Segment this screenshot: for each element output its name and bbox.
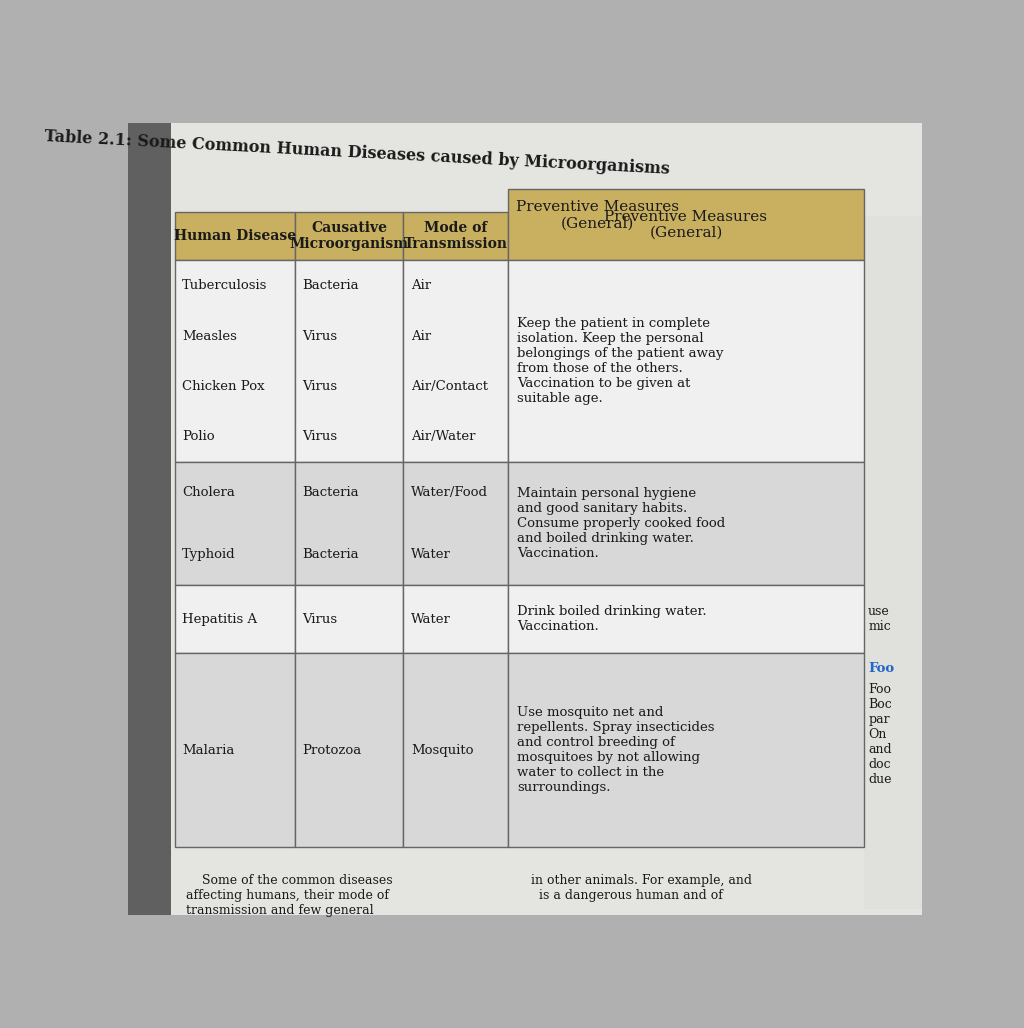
Text: Foo: Foo (868, 662, 894, 675)
Bar (403, 212, 508, 260)
Bar (403, 653, 508, 847)
Text: Chicken Pox: Chicken Pox (182, 380, 265, 393)
Text: Mosquito: Mosquito (411, 743, 473, 757)
Bar (403, 585, 508, 653)
Text: Air: Air (411, 280, 431, 292)
Bar (295, 463, 403, 585)
Bar (295, 260, 403, 463)
Text: Table 2.1: Some Common Human Diseases caused by Microorganisms: Table 2.1: Some Common Human Diseases ca… (44, 127, 671, 178)
Text: use
mic: use mic (868, 605, 891, 633)
Text: Virus: Virus (302, 613, 338, 626)
Text: Polio: Polio (182, 431, 215, 443)
Bar (403, 463, 508, 585)
Text: Foo
Boc
par
On
and
doc
due: Foo Boc par On and doc due (868, 684, 892, 786)
Bar (508, 585, 864, 653)
Bar (295, 585, 403, 653)
Bar (295, 653, 403, 847)
Text: Typhoid: Typhoid (182, 548, 236, 561)
Text: Tuberculosis: Tuberculosis (182, 280, 267, 292)
Text: Virus: Virus (302, 431, 338, 443)
Text: Air/Contact: Air/Contact (411, 380, 487, 393)
Text: Preventive Measures
(General): Preventive Measures (General) (604, 210, 768, 240)
Bar (508, 463, 864, 585)
Text: Drink boiled drinking water.
Vaccination.: Drink boiled drinking water. Vaccination… (517, 605, 707, 633)
Text: Water: Water (411, 548, 451, 561)
Bar (508, 260, 864, 463)
Text: Mode of
Transmission: Mode of Transmission (403, 221, 508, 251)
Text: in other animals. For example, and
  is a dangerous human and of: in other animals. For example, and is a … (531, 874, 752, 903)
Bar (295, 212, 403, 260)
Text: Bacteria: Bacteria (302, 548, 359, 561)
Text: Air: Air (411, 330, 431, 342)
Text: Measles: Measles (182, 330, 238, 342)
Text: Cholera: Cholera (182, 486, 236, 500)
Text: Hepatitis A: Hepatitis A (182, 613, 257, 626)
Text: Causative
Microorganism: Causative Microorganism (290, 221, 409, 251)
Text: Water: Water (411, 613, 451, 626)
Text: Air/Water: Air/Water (411, 431, 475, 443)
Text: Preventive Measures
(General): Preventive Measures (General) (515, 200, 679, 230)
Bar (174, 212, 295, 260)
Bar (864, 216, 922, 909)
Text: Use mosquito net and
repellents. Spray insecticides
and control breeding of
mosq: Use mosquito net and repellents. Spray i… (517, 706, 715, 795)
Text: Bacteria: Bacteria (302, 280, 359, 292)
Bar (174, 585, 295, 653)
Bar (174, 653, 295, 847)
Bar (508, 189, 864, 260)
Bar (403, 260, 508, 463)
Text: Maintain personal hygiene
and good sanitary habits.
Consume properly cooked food: Maintain personal hygiene and good sanit… (517, 487, 725, 560)
Bar (508, 653, 864, 847)
Text: Malaria: Malaria (182, 743, 234, 757)
Text: Protozoa: Protozoa (302, 743, 361, 757)
Text: Bacteria: Bacteria (302, 486, 359, 500)
Bar (128, 123, 171, 915)
Text: Virus: Virus (302, 380, 338, 393)
Text: Water/Food: Water/Food (411, 486, 487, 500)
Text: Keep the patient in complete
isolation. Keep the personal
belongings of the pati: Keep the patient in complete isolation. … (517, 318, 724, 405)
Text: Virus: Virus (302, 330, 338, 342)
Bar (174, 260, 295, 463)
Text: Human Disease: Human Disease (173, 229, 296, 244)
Text: Some of the common diseases
affecting humans, their mode of
transmission and few: Some of the common diseases affecting hu… (186, 874, 393, 917)
Bar (174, 463, 295, 585)
